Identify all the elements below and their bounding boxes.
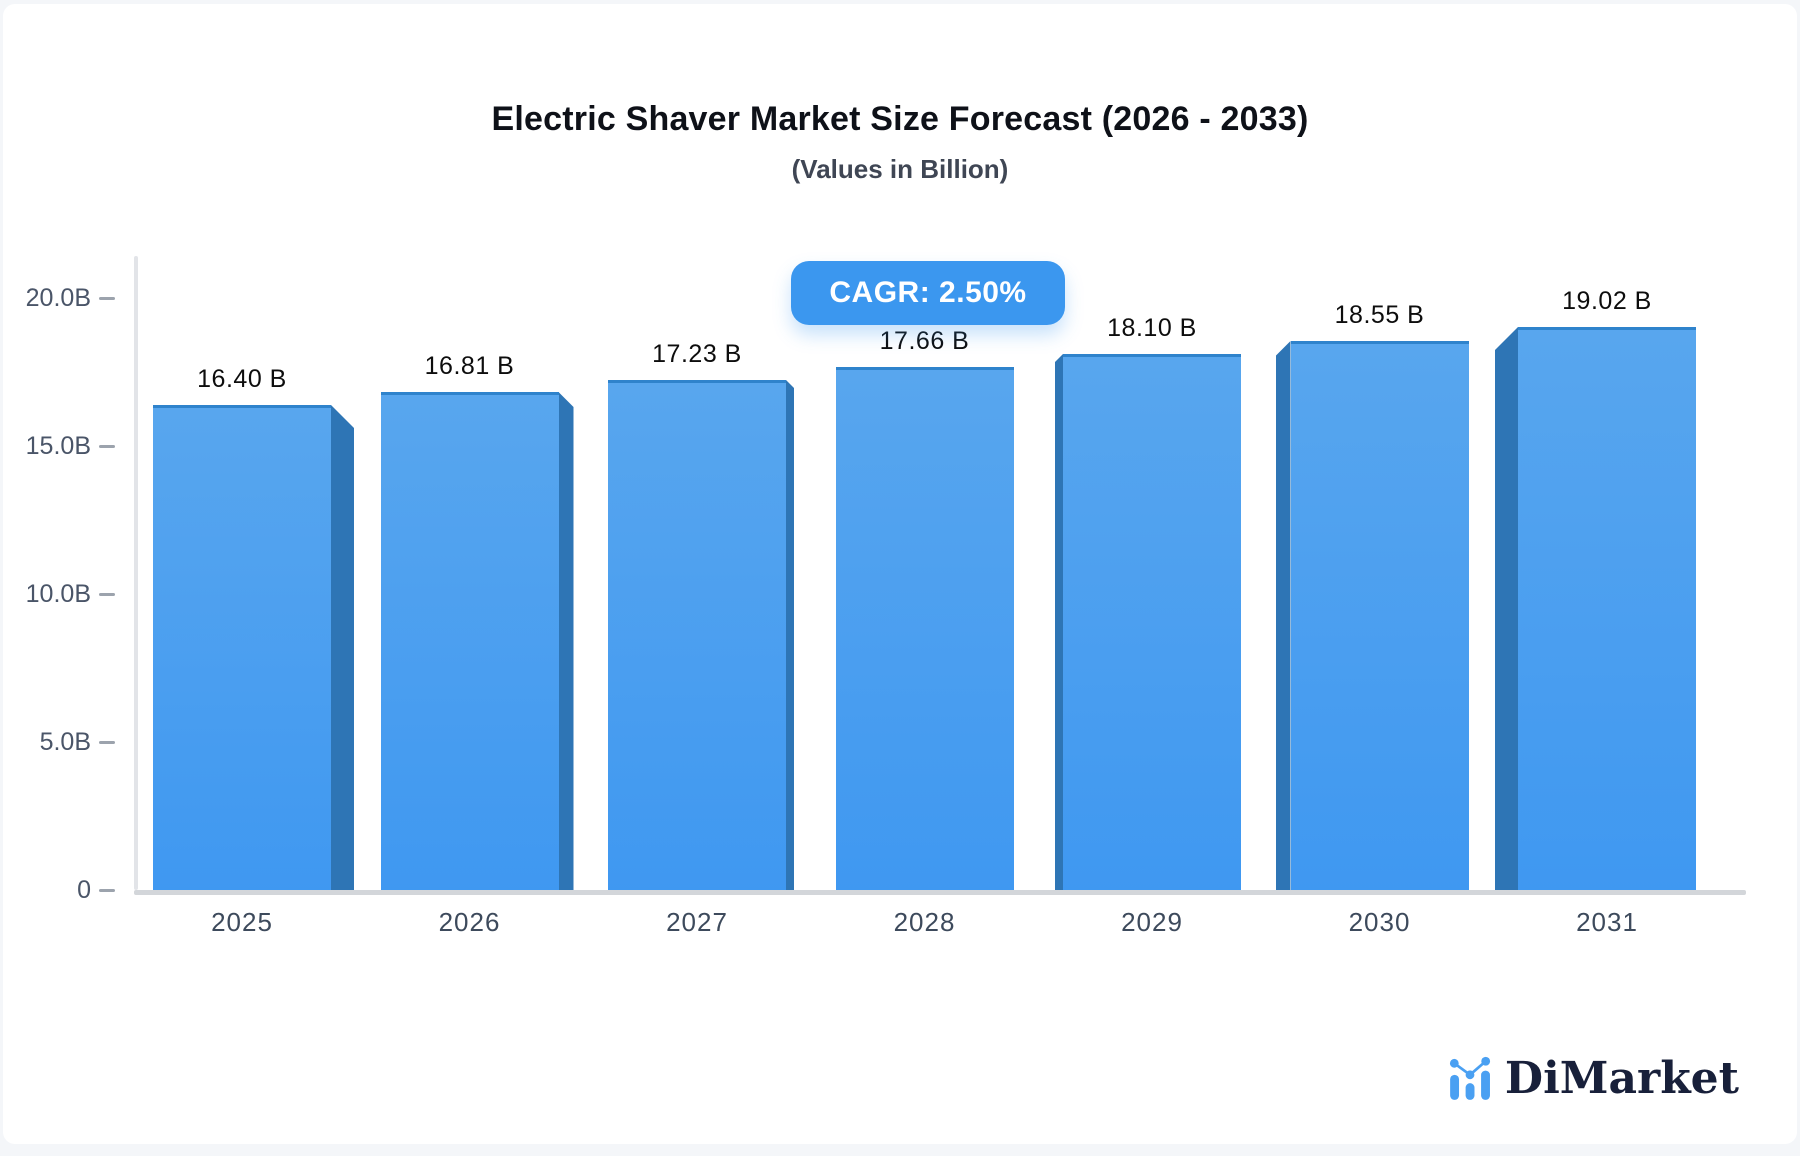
bar-2028[interactable] [835,367,1014,893]
brand-logo: DiMarket [1447,1056,1739,1102]
bar-2025[interactable] [153,405,331,893]
bar-side-2025 [331,405,354,890]
chart-title: Electric Shaver Market Size Forecast (20… [491,100,1309,138]
y-axis-tick [99,889,115,892]
bar-2030[interactable] [1290,341,1469,893]
bar-side-2026 [558,392,574,890]
x-axis-label-2031: 2031 [1576,907,1638,937]
y-axis-label-20.0B: 20.0B [25,284,91,312]
bar-value-label-2028: 17.66 B [879,327,970,355]
y-axis-label-0: 0 [77,876,91,904]
bar-chart-plot-area: 0 5.0B 10.0B 15.0B 20.0B 16.40 B 2025 16.81 B 20… [3,4,1797,1144]
x-axis-label-2028: 2028 [893,907,956,937]
bar-2027[interactable] [608,380,786,893]
bar-value-label-2025: 16.40 B [197,365,287,393]
chart-card: Electric Shaver Market Size Forecast (20… [3,4,1797,1144]
brand-name: DiMarket [1504,1053,1739,1104]
bar-value-label-2029: 18.10 B [1107,314,1197,342]
y-axis-tick [99,445,115,448]
bar-2026[interactable] [380,392,559,893]
y-axis-tick [99,593,115,596]
y-axis-tick [99,741,115,744]
bar-value-label-2030: 18.55 B [1334,301,1425,329]
y-axis-line [134,256,138,890]
x-axis-label-2025: 2025 [211,907,273,937]
x-axis-label-2030: 2030 [1348,907,1411,937]
bar-side-2030 [1275,341,1291,890]
bar-2031[interactable] [1518,327,1696,893]
x-axis-baseline [134,890,1746,895]
bar-side-2029 [1055,354,1063,890]
mini-bar-chart-icon [1447,1056,1493,1102]
bar-side-2027 [786,380,794,890]
bar-value-label-2026: 16.81 B [424,352,515,380]
y-axis-tick [99,297,115,300]
cagr-badge: CAGR: 2.50% [791,261,1065,325]
y-axis-label-10.0B: 10.0B [25,580,91,608]
x-axis-label-2026: 2026 [438,907,501,937]
bar-value-label-2031: 19.02 B [1562,287,1652,315]
x-axis-label-2029: 2029 [1121,907,1183,937]
x-axis-label-2027: 2027 [666,907,728,937]
y-axis-label-5.0B: 5.0B [39,728,91,756]
bar-2029[interactable] [1063,354,1241,893]
cagr-badge-label: CAGR: 2.50% [829,276,1027,309]
chart-subtitle: (Values in Billion) [791,154,1009,184]
bar-side-2031 [1495,327,1518,890]
y-axis-label-15.0B: 15.0B [25,432,91,460]
bar-value-label-2027: 17.23 B [652,340,742,368]
